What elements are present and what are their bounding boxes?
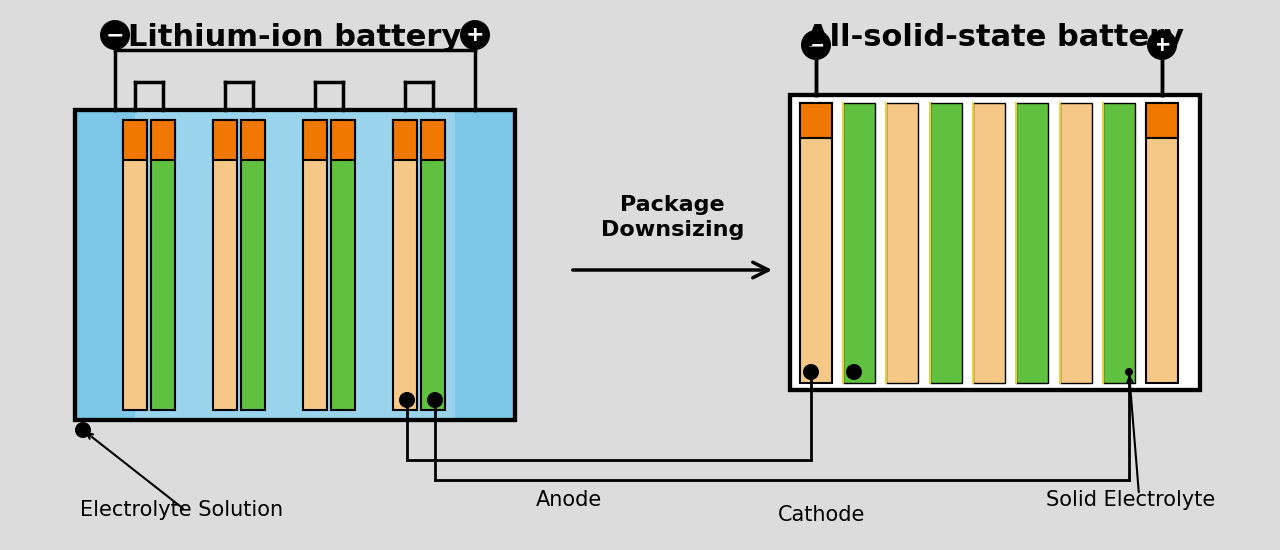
Bar [303,120,326,160]
Bar [332,120,355,410]
Circle shape [100,20,131,50]
Bar [790,95,1201,390]
Bar [844,103,876,383]
Bar [1060,103,1092,383]
Bar [76,110,515,420]
Bar [123,120,147,410]
Bar [800,103,832,138]
Bar [393,120,417,410]
Bar [421,120,445,160]
Circle shape [1125,368,1133,376]
Text: Package
Downsizing: Package Downsizing [600,195,744,240]
Bar [1016,103,1048,383]
Text: Solid Electrolyte: Solid Electrolyte [1046,490,1215,510]
Bar [303,120,326,410]
Text: −: − [106,25,124,45]
Bar [931,103,963,383]
Text: Electrolyte Solution: Electrolyte Solution [79,500,283,520]
Text: +: + [1153,35,1171,55]
Bar [212,120,237,160]
Circle shape [803,364,819,380]
Bar [790,95,1201,390]
Circle shape [460,20,490,50]
Bar [76,110,515,420]
Text: All-solid-state battery: All-solid-state battery [806,24,1184,52]
Text: Lithium-ion battery: Lithium-ion battery [128,24,462,52]
Circle shape [846,364,861,380]
Circle shape [428,392,443,408]
Bar [1103,103,1135,383]
Bar [241,120,265,160]
Circle shape [1147,30,1178,60]
Text: Anode: Anode [536,490,602,510]
Bar [241,120,265,410]
Circle shape [801,30,831,60]
Bar [393,120,417,160]
Bar [151,120,175,160]
Text: −: − [806,35,826,55]
Bar [886,103,918,383]
Bar [123,120,147,160]
Bar [212,120,237,410]
Bar [1146,103,1178,383]
Bar [800,103,832,383]
Circle shape [399,392,415,408]
Bar [1146,103,1178,138]
Bar [421,120,445,410]
Bar [332,120,355,160]
Text: +: + [466,25,484,45]
Bar [134,110,454,420]
Text: Cathode: Cathode [778,505,865,525]
Circle shape [76,422,91,438]
Bar [151,120,175,410]
Bar [973,103,1005,383]
